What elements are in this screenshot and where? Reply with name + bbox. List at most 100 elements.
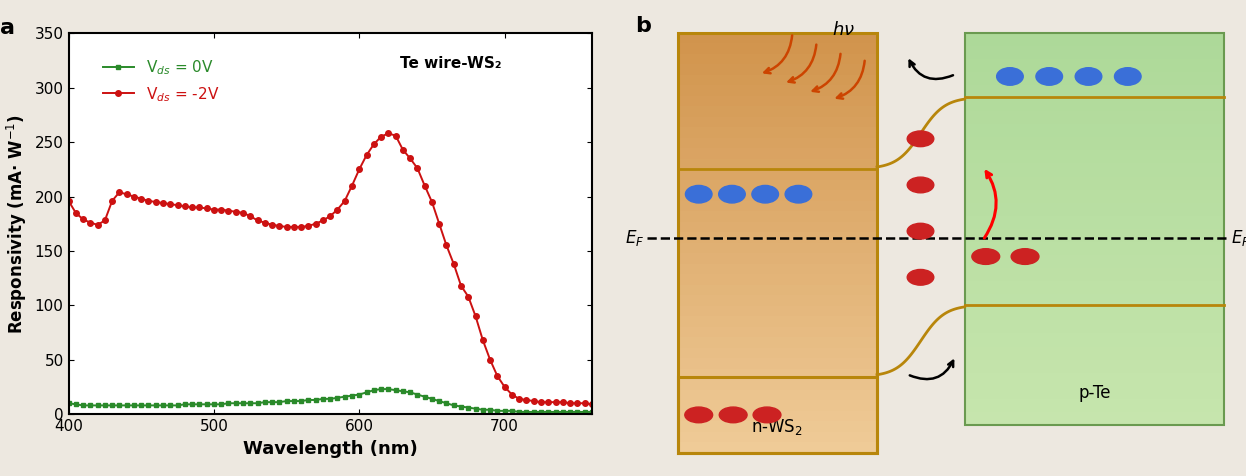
V$_{ds}$ = 0V — [548, 409, 563, 415]
Ellipse shape — [751, 186, 779, 203]
Y-axis label: Responsivity (mA· W$^{-1}$): Responsivity (mA· W$^{-1}$) — [5, 114, 29, 334]
Bar — [964, 189, 1225, 203]
V$_{ds}$ = 0V — [505, 408, 520, 414]
Bar — [678, 190, 877, 201]
Bar — [964, 242, 1225, 255]
Ellipse shape — [753, 407, 781, 423]
Ellipse shape — [907, 269, 933, 285]
Bar — [678, 211, 877, 222]
Bar — [678, 96, 877, 106]
Bar — [964, 268, 1225, 281]
Bar — [964, 334, 1225, 347]
V$_{ds}$ = -2V — [520, 397, 535, 403]
Bar — [964, 360, 1225, 373]
Bar — [678, 169, 877, 179]
Bar — [678, 432, 877, 442]
Ellipse shape — [972, 248, 999, 264]
Bar — [678, 43, 877, 54]
Bar — [964, 46, 1225, 59]
Text: $E_F$: $E_F$ — [1231, 228, 1246, 248]
Text: b: b — [635, 17, 652, 37]
Bar — [678, 148, 877, 159]
Bar — [678, 85, 877, 96]
Bar — [964, 294, 1225, 307]
Bar — [964, 137, 1225, 150]
Bar — [678, 253, 877, 264]
V$_{ds}$ = -2V — [235, 210, 250, 216]
Bar — [678, 369, 877, 379]
V$_{ds}$ = -2V — [177, 203, 192, 209]
Bar — [964, 373, 1225, 386]
Bar — [678, 179, 877, 190]
V$_{ds}$ = -2V — [505, 392, 520, 397]
Ellipse shape — [1035, 68, 1063, 85]
Bar — [678, 106, 877, 117]
Ellipse shape — [907, 131, 933, 147]
Bar — [678, 64, 877, 75]
Bar — [678, 442, 877, 453]
Bar — [964, 216, 1225, 229]
Bar — [964, 32, 1225, 46]
Bar — [678, 274, 877, 285]
Bar — [678, 411, 877, 421]
Bar — [678, 159, 877, 169]
Text: Te wire-WS₂: Te wire-WS₂ — [400, 56, 501, 71]
Bar — [964, 85, 1225, 98]
V$_{ds}$ = 0V — [177, 401, 192, 407]
Bar — [678, 201, 877, 211]
Bar — [678, 421, 877, 432]
V$_{ds}$ = 0V — [323, 396, 338, 402]
Bar — [678, 127, 877, 138]
Bar — [678, 400, 877, 411]
V$_{ds}$ = 0V — [584, 409, 599, 415]
Bar — [678, 316, 877, 327]
Bar — [678, 32, 877, 43]
Legend: V$_{ds}$ = 0V, V$_{ds}$ = -2V: V$_{ds}$ = 0V, V$_{ds}$ = -2V — [97, 52, 226, 109]
Ellipse shape — [907, 177, 933, 193]
Bar — [678, 390, 877, 400]
Bar — [678, 232, 877, 243]
Bar — [964, 163, 1225, 177]
V$_{ds}$ = -2V — [323, 213, 338, 219]
Bar — [678, 75, 877, 85]
Bar — [964, 203, 1225, 216]
Bar — [964, 255, 1225, 268]
Bar — [678, 295, 877, 306]
V$_{ds}$ = -2V — [584, 401, 599, 407]
V$_{ds}$ = -2V — [381, 130, 396, 136]
V$_{ds}$ = -2V — [61, 198, 76, 204]
V$_{ds}$ = 0V — [61, 400, 76, 406]
Line: V$_{ds}$ = 0V: V$_{ds}$ = 0V — [66, 387, 594, 415]
Bar — [678, 117, 877, 127]
Bar — [678, 337, 877, 348]
Bar — [678, 306, 877, 316]
Bar — [964, 111, 1225, 124]
Text: $h\nu$: $h\nu$ — [832, 21, 855, 39]
Bar — [678, 222, 877, 232]
Text: a: a — [0, 18, 15, 38]
Line: V$_{ds}$ = -2V: V$_{ds}$ = -2V — [66, 130, 594, 407]
Ellipse shape — [685, 186, 711, 203]
Bar — [964, 347, 1225, 360]
X-axis label: Wavelength (nm): Wavelength (nm) — [243, 439, 417, 457]
Ellipse shape — [719, 186, 745, 203]
Ellipse shape — [997, 68, 1023, 85]
Bar — [964, 399, 1225, 412]
Bar — [964, 177, 1225, 189]
Bar — [964, 124, 1225, 137]
Bar — [678, 285, 877, 295]
Bar — [964, 32, 1225, 425]
Bar — [964, 320, 1225, 334]
V$_{ds}$ = 0V — [374, 386, 389, 392]
Ellipse shape — [719, 407, 748, 423]
Bar — [678, 379, 877, 390]
Text: n-WS$_2$: n-WS$_2$ — [751, 417, 804, 437]
Bar — [964, 307, 1225, 320]
Bar — [678, 327, 877, 337]
Bar — [964, 386, 1225, 399]
Ellipse shape — [1012, 248, 1039, 264]
Bar — [678, 138, 877, 148]
Bar — [678, 377, 877, 453]
Bar — [964, 72, 1225, 85]
Ellipse shape — [1114, 68, 1141, 85]
